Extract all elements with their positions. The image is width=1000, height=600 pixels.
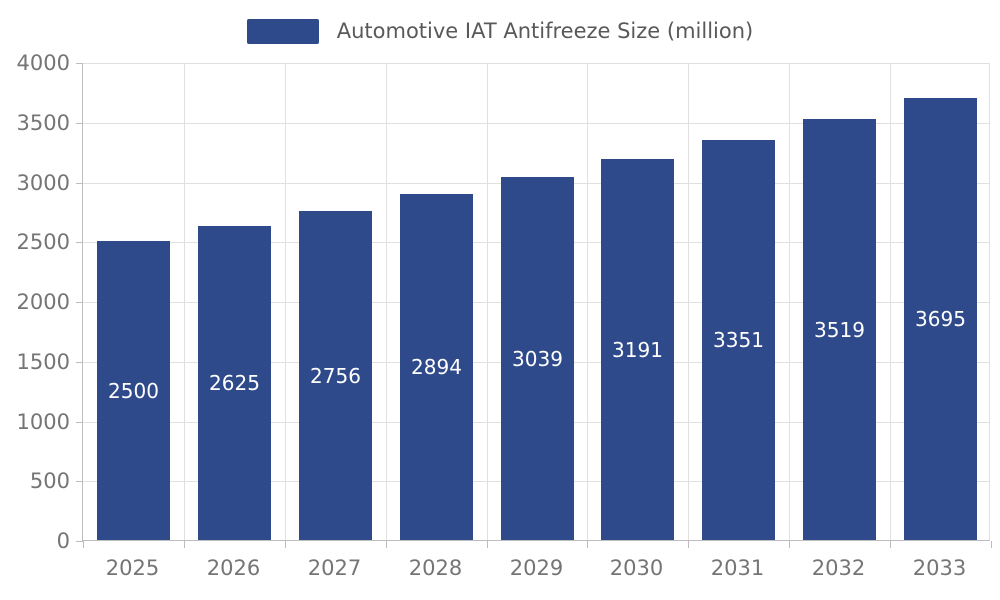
bar-value-label: 2625: [209, 371, 260, 395]
y-tick-label: 2000: [16, 290, 70, 314]
y-tick-label: 1000: [16, 410, 70, 434]
y-tick-label: 0: [56, 529, 70, 553]
gridline-horizontal: [83, 63, 989, 64]
x-tick-mark: [487, 541, 488, 548]
bar-value-label: 3039: [512, 346, 563, 371]
x-tick-mark: [184, 541, 185, 548]
y-tick-label: 3000: [16, 171, 70, 195]
bar[interactable]: 2756: [299, 211, 372, 540]
bar-value-label: 2500: [108, 378, 159, 403]
y-tick-mark: [76, 242, 83, 243]
bar[interactable]: 2500: [97, 241, 170, 540]
x-tick-label: 2027: [307, 556, 362, 580]
x-tick-mark: [991, 541, 992, 548]
x-tick-label: 2032: [811, 556, 866, 580]
y-tick-label: 4000: [16, 51, 70, 75]
bar[interactable]: 3039: [501, 177, 574, 540]
gridline-vertical: [487, 63, 488, 540]
x-tick-mark: [587, 541, 588, 548]
gridline-vertical: [890, 63, 891, 540]
x-tick-label: 2025: [105, 556, 160, 580]
y-tick-mark: [76, 123, 83, 124]
bar-value-label: 3191: [612, 337, 663, 362]
bar[interactable]: 3519: [803, 119, 876, 540]
bar[interactable]: 3351: [702, 140, 775, 540]
plot-area: 2500 2625 2756 2894 3039 3191 3351 3519 3695: [76, 63, 992, 548]
x-tick-mark: [386, 541, 387, 548]
bar[interactable]: 2625: [198, 226, 271, 540]
gridline-vertical: [184, 63, 185, 540]
y-axis-labels: 0 500 1000 1500 2000 2500 3000 3500 4000: [0, 51, 70, 553]
x-tick-mark: [789, 541, 790, 548]
x-tick-mark: [285, 541, 286, 548]
gridline-vertical: [688, 63, 689, 540]
x-tick-label: 2028: [408, 556, 463, 580]
bar-value-label: 3351: [713, 328, 764, 352]
gridline-vertical: [386, 63, 387, 540]
y-tick-mark: [76, 362, 83, 363]
x-tick-label: 2031: [710, 556, 765, 580]
gridline-horizontal: [83, 123, 989, 124]
x-tick-label: 2030: [609, 556, 664, 580]
y-tick-mark: [76, 541, 83, 542]
bar[interactable]: 3695: [904, 98, 977, 540]
x-tick-label: 2029: [509, 556, 564, 580]
bar-value-label: 2894: [411, 355, 462, 379]
y-tick-label: 3500: [16, 111, 70, 135]
legend-swatch-icon: [246, 18, 319, 44]
y-tick-mark: [76, 63, 83, 64]
chart-legend[interactable]: Automotive IAT Antifreeze Size (million): [0, 16, 1000, 46]
y-tick-mark: [76, 422, 83, 423]
x-tick-mark: [688, 541, 689, 548]
x-tick-label: 2026: [206, 556, 261, 580]
x-tick-mark: [83, 541, 84, 548]
y-tick-label: 2500: [16, 230, 70, 254]
bar-value-label: 3695: [915, 307, 966, 331]
y-tick-mark: [76, 302, 83, 303]
bar-value-label: 2756: [310, 363, 361, 388]
x-axis-labels: 2025 2026 2027 2028 2029 2030 2031 2032 2033: [82, 556, 990, 588]
y-tick-label: 500: [29, 469, 70, 493]
x-tick-label: 2033: [912, 556, 967, 580]
y-tick-label: 1500: [16, 350, 70, 374]
bar-value-label: 3519: [814, 317, 865, 342]
bar[interactable]: 2894: [400, 194, 473, 540]
gridline-vertical: [285, 63, 286, 540]
y-tick-mark: [76, 183, 83, 184]
gridline-vertical: [789, 63, 790, 540]
x-tick-mark: [890, 541, 891, 548]
y-tick-mark: [76, 481, 83, 482]
legend-label: Automotive IAT Antifreeze Size (million): [336, 19, 754, 43]
gridline-vertical: [587, 63, 588, 540]
bar[interactable]: 3191: [601, 159, 674, 540]
